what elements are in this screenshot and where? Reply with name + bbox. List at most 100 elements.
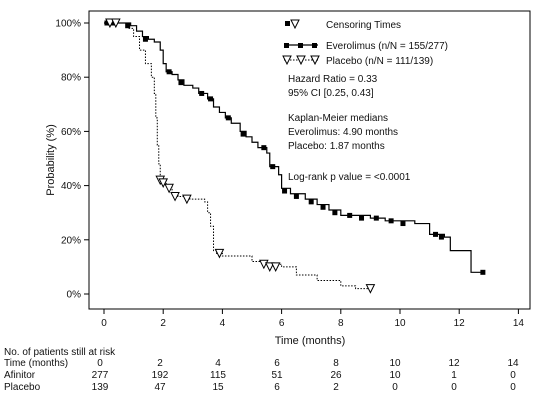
- x-axis-title: Time (months): [275, 335, 346, 347]
- legend-placebo-marker: [282, 55, 292, 66]
- censor-marker-everolimus: [347, 212, 353, 218]
- y-tick-label: 60%: [61, 127, 81, 138]
- legend-title-triangle-marker: [290, 19, 300, 30]
- censor-marker-everolimus: [142, 36, 148, 42]
- x-tick-label: 2: [160, 318, 166, 329]
- annotation-everolimus-median: Everolimus: 4.90 months: [288, 127, 398, 138]
- risk-cell: 4: [215, 358, 221, 369]
- legend-title: Censoring Times: [326, 20, 401, 31]
- censor-marker-everolimus: [110, 20, 116, 26]
- risk-cell: 12: [448, 358, 460, 369]
- legend-entry-placebo: Placebo (n/N = 111/139): [282, 55, 433, 67]
- legend-placebo-marker: [296, 55, 306, 66]
- censor-marker-everolimus: [282, 188, 288, 194]
- risk-cell: 0: [510, 370, 516, 381]
- censor-marker-placebo: [164, 183, 174, 194]
- censor-marker-everolimus: [270, 164, 276, 170]
- censor-marker-placebo: [105, 18, 115, 29]
- censor-marker-everolimus: [433, 231, 439, 237]
- censor-marker-everolimus: [240, 131, 246, 137]
- x-tick-label: 6: [279, 318, 285, 329]
- risk-cell: 192: [151, 370, 169, 381]
- risk-cell: 8: [333, 358, 339, 369]
- risk-cell: 6: [274, 382, 280, 393]
- censor-marker-everolimus: [178, 80, 184, 86]
- y-tick-label: 80%: [61, 73, 81, 84]
- censor-marker-placebo: [158, 178, 169, 189]
- censor-marker-placebo: [270, 262, 281, 273]
- x-tick-label: 4: [220, 318, 226, 329]
- risk-table: No. of patients still at risk Time (mont…: [4, 347, 540, 410]
- censor-marker-everolimus: [388, 218, 394, 224]
- legend-placebo-label: Placebo (n/N = 111/139): [326, 56, 433, 67]
- annotation-km-title: Kaplan-Meier medians: [288, 113, 388, 124]
- censor-marker-placebo: [365, 284, 376, 294]
- annotation-logrank: Log-rank p value = <0.0001: [288, 172, 411, 183]
- x-tick-label: 8: [338, 318, 344, 329]
- censor-marker-everolimus: [125, 23, 131, 29]
- y-tick-label: 100%: [55, 19, 81, 30]
- y-tick-label: 40%: [61, 181, 81, 192]
- risk-cell: 0: [97, 358, 103, 369]
- risk-row-label: Time (months): [4, 358, 69, 369]
- risk-cell: 10: [389, 370, 401, 381]
- censor-marker-everolimus: [261, 145, 267, 151]
- risk-table-title: No. of patients still at risk: [4, 347, 116, 358]
- risk-row: Time (months) 0 2 4 6 8 10 12 14: [4, 358, 540, 370]
- censor-marker-everolimus: [332, 210, 338, 216]
- risk-row: Placebo 139 47 15 6 2 0 0 0: [4, 382, 540, 394]
- risk-cell: 10: [389, 358, 401, 369]
- legend-everolimus-marker: [312, 43, 317, 48]
- censor-marker-placebo: [111, 18, 121, 29]
- censor-marker-everolimus: [320, 204, 326, 210]
- y-axis: 0% 20% 40% 60% 80% 100%: [55, 19, 89, 301]
- censor-marker-everolimus: [480, 269, 486, 275]
- risk-cell: 115: [210, 370, 226, 381]
- risk-row-label: Placebo: [4, 382, 41, 393]
- censor-marker-everolimus: [199, 90, 205, 96]
- censor-marker-everolimus: [104, 20, 110, 26]
- risk-cell: 51: [271, 370, 283, 381]
- risk-cell: 26: [330, 370, 342, 381]
- legend-placebo-marker: [310, 55, 320, 66]
- annotation-hazard-ratio: Hazard Ratio = 0.33: [288, 74, 378, 85]
- risk-cell: 1: [451, 370, 457, 381]
- km-chart: 0% 20% 40% 60% 80% 100% 0 2 4 6 8 10 12 14 Probabili…: [45, 10, 531, 347]
- risk-cell: 2: [157, 358, 163, 369]
- x-tick-label: 10: [394, 318, 406, 329]
- censor-marker-everolimus: [373, 215, 379, 221]
- annotation-ci: 95% CI [0.25, 0.43]: [288, 88, 374, 99]
- risk-row: Afinitor 277 192 115 51 26 10 1 0: [4, 370, 540, 382]
- annotations: Hazard Ratio = 0.33 95% CI [0.25, 0.43] …: [288, 74, 411, 183]
- censor-marker-everolimus: [308, 199, 314, 205]
- risk-cell: 15: [212, 382, 224, 393]
- censor-marker-placebo: [214, 248, 225, 259]
- censor-marker-everolimus: [438, 234, 444, 240]
- censor-marker-placebo: [259, 259, 269, 270]
- censor-marker-everolimus: [400, 221, 406, 227]
- risk-cell: 6: [274, 358, 280, 369]
- risk-cell: 139: [91, 382, 109, 393]
- y-axis-title: Probability (%): [45, 124, 57, 196]
- y-tick-label: 0%: [67, 290, 82, 301]
- censor-marker-placebo: [182, 194, 192, 205]
- plot-frame: [88, 10, 531, 310]
- risk-cell: 2: [333, 382, 339, 393]
- censor-marker-placebo: [264, 262, 275, 273]
- risk-cell: 277: [91, 370, 109, 381]
- risk-cell: 0: [392, 382, 398, 393]
- x-tick-label: 12: [454, 318, 466, 329]
- x-axis: 0 2 4 6 8 10 12 14: [101, 309, 524, 329]
- censor-marker-everolimus: [225, 115, 231, 121]
- y-tick-label: 20%: [61, 235, 81, 246]
- censor-marker-everolimus: [293, 193, 299, 199]
- risk-row-label: Afinitor: [4, 370, 36, 381]
- legend-everolimus-marker: [284, 43, 289, 48]
- series-line-everolimus: [104, 22, 483, 273]
- legend-everolimus-label: Everolimus (n/N = 155/277): [326, 41, 448, 52]
- censor-marker-everolimus: [166, 69, 172, 75]
- censor-marker-placebo: [170, 191, 180, 202]
- series-layer: [104, 18, 486, 294]
- risk-cell: 0: [451, 382, 457, 393]
- censor-marker-everolimus: [359, 215, 365, 221]
